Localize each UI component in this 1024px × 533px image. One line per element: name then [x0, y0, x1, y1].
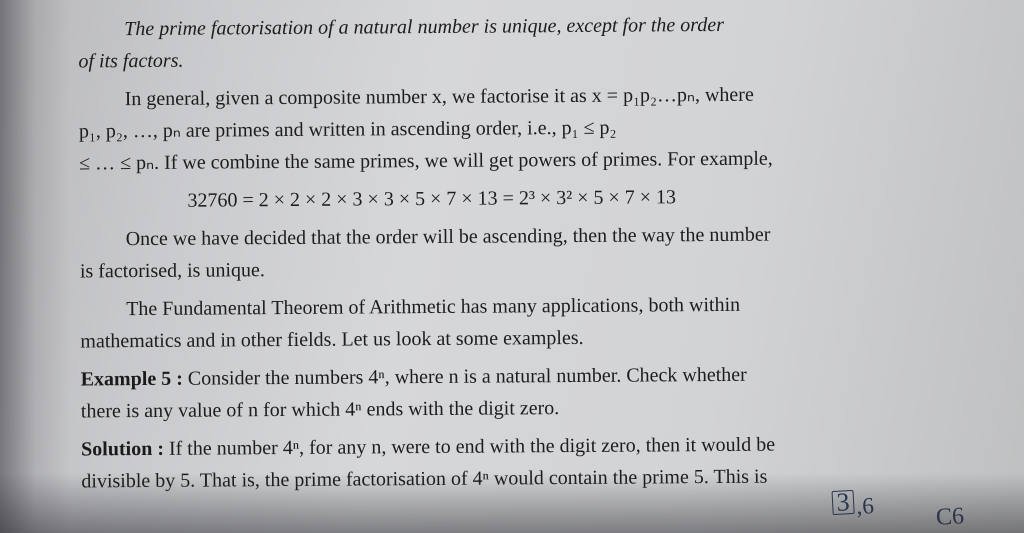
example-text-l2: there is any value of n for which 4ⁿ end… [81, 389, 971, 427]
example-text-l1: Consider the numbers 4ⁿ, where n is a na… [183, 364, 747, 390]
handwritten-note-1-rest: ,6 [856, 493, 875, 520]
handwritten-note-1: 3,6 [832, 484, 875, 516]
handwritten-box-digit: 3 [832, 490, 855, 515]
paragraph-general-l3: ≤ … ≤ pₙ. If we combine the same primes,… [79, 141, 969, 179]
solution-text-l1: If the number 4ⁿ, for any n, were to end… [164, 434, 775, 460]
handwritten-note-2: C6 [935, 503, 964, 531]
equation-factorisation: 32760 = 2 × 2 × 2 × 3 × 3 × 5 × 7 × 13 =… [187, 179, 969, 216]
paragraph-once-l2: is factorised, is unique. [80, 249, 970, 287]
paragraph-fta-l2: mathematics and in other fields. Let us … [80, 319, 970, 357]
theorem-statement-line2: of its factors. [78, 39, 968, 77]
textbook-page: The prime factorisation of a natural num… [0, 0, 1024, 498]
solution-label: Solution : [81, 438, 164, 461]
example-label: Example 5 : [81, 368, 183, 391]
